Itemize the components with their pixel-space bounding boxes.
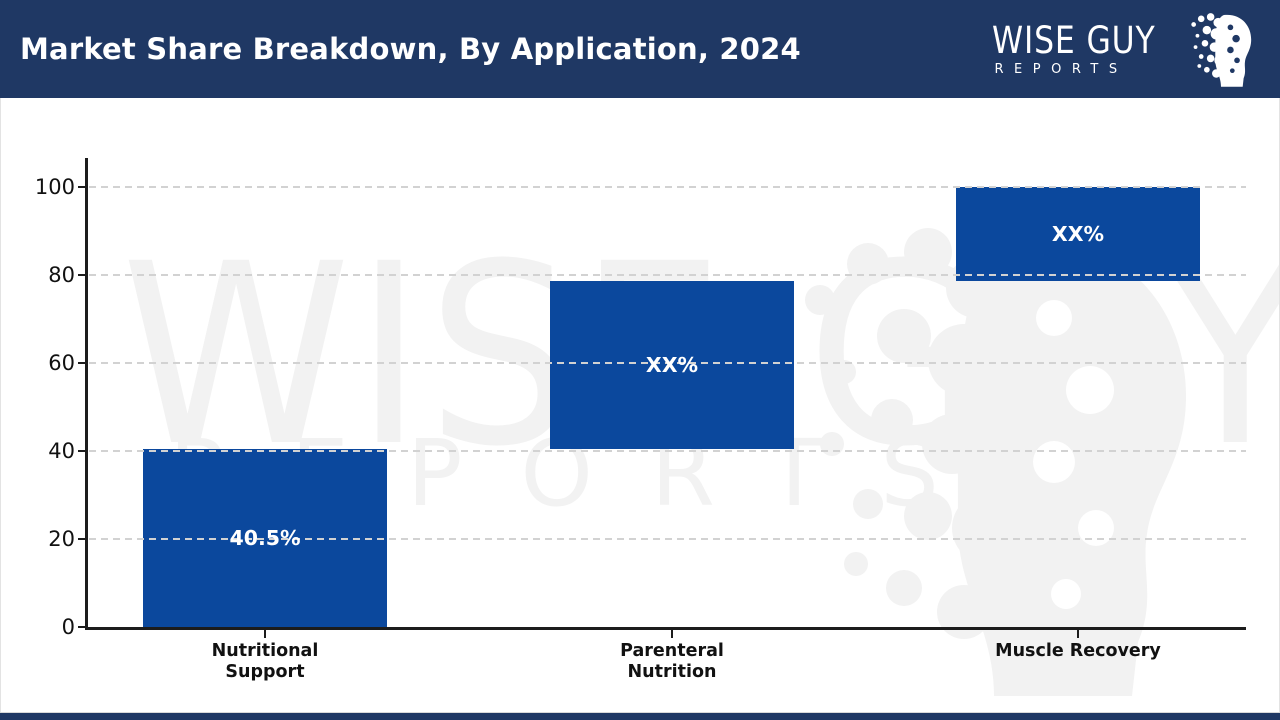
x-tick-mark-muscle-recovery (1077, 629, 1079, 638)
y-tick-label-40: 40 (48, 439, 75, 463)
y-tick-mark-80 (78, 274, 87, 276)
bar-value-label-muscle-recovery: XX% (1051, 222, 1105, 247)
x-tick-mark-nutritional-support (264, 629, 266, 638)
logo-text: WISE GUY REPORTS (992, 22, 1184, 76)
x-tick-mark-parenteral-nutrition (671, 629, 673, 638)
x-category-label-nutritional-support: Nutritional Support (211, 641, 319, 683)
wise-guy-logo: WISE GUY REPORTS (992, 11, 1254, 87)
gridline-20 (89, 538, 1246, 540)
x-category-label-muscle-recovery: Muscle Recovery (995, 641, 1161, 661)
chart-title: Market Share Breakdown, By Application, … (20, 32, 801, 66)
header-bar: Market Share Breakdown, By Application, … (0, 0, 1280, 98)
plot: 0 20 40 60 80 100 40.5% XX% XX% Nutritional Suppo… (1, 98, 1279, 712)
y-axis-line (85, 158, 88, 629)
bar-value-label-nutritional-support: 40.5% (229, 525, 301, 550)
y-tick-mark-60 (78, 362, 87, 364)
y-tick-label-20: 20 (48, 527, 75, 551)
y-tick-label-100: 100 (34, 175, 75, 199)
y-tick-mark-40 (78, 450, 87, 452)
x-category-label-parenteral-nutrition: Parenteral Nutrition (620, 641, 724, 683)
y-tick-mark-0 (78, 626, 87, 628)
y-tick-mark-20 (78, 538, 87, 540)
chart-area: WISE GUY REPORTS 0 20 40 60 80 100 40.5% XX (0, 98, 1280, 712)
logo-face-icon (1191, 13, 1252, 87)
y-tick-label-80: 80 (48, 263, 75, 287)
bar-parenteral-nutrition (550, 281, 794, 449)
y-tick-label-0: 0 (61, 615, 75, 639)
logo-subtitle: REPORTS (994, 62, 1128, 77)
y-tick-label-60: 60 (48, 351, 75, 375)
x-axis-line (85, 627, 1246, 630)
logo-wordmark: WISE GUY (991, 19, 1156, 62)
bar-nutritional-support (143, 448, 387, 627)
gridline-60 (89, 362, 1246, 364)
footer-bar (0, 712, 1280, 720)
y-tick-mark-100 (78, 186, 87, 188)
gridline-80 (89, 274, 1246, 276)
bar-value-label-parenteral-nutrition: XX% (645, 352, 699, 377)
gridline-100 (89, 186, 1246, 188)
gridline-40 (89, 450, 1246, 452)
